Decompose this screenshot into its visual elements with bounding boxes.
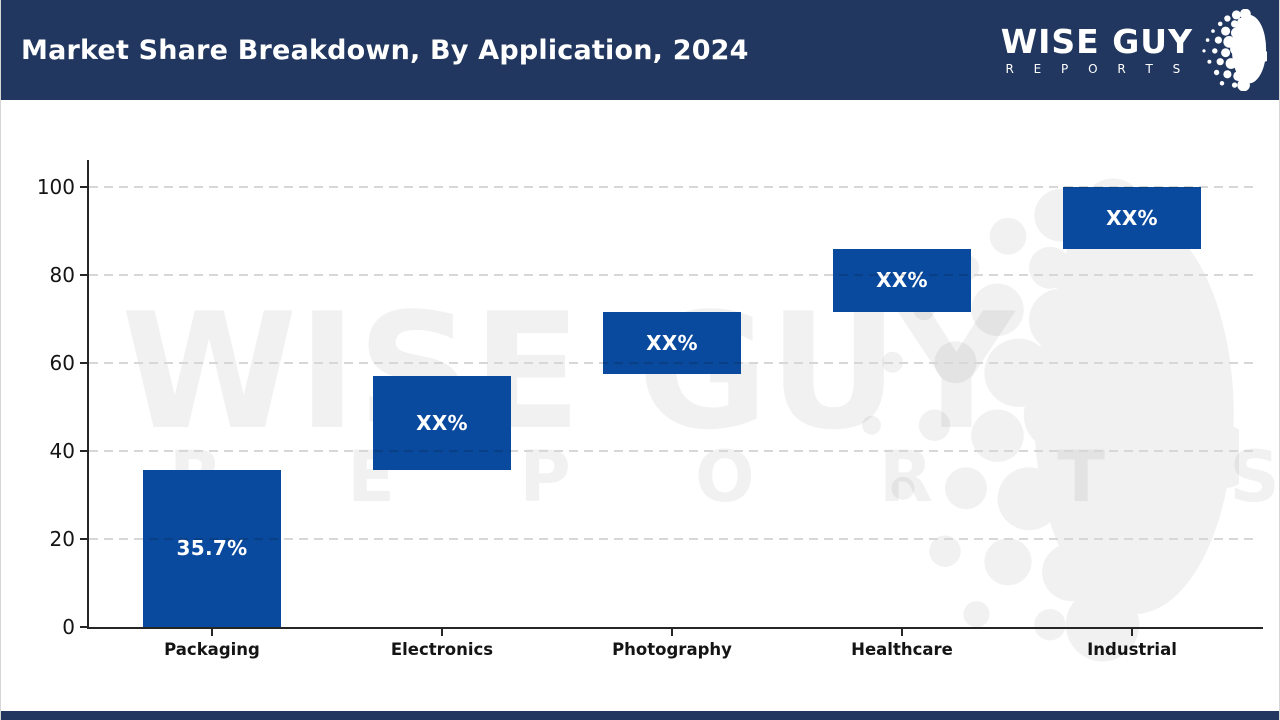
x-axis-line [87,627,1263,629]
gridline [89,538,1254,540]
brand-logo: WISE GUY R E P O R T S [1001,9,1267,91]
gridline [89,362,1254,364]
x-tick-mark [211,629,213,636]
bar-value-label: XX% [1106,205,1158,230]
x-tick-mark [441,629,443,636]
y-tick-label: 40 [49,439,75,463]
bar-packaging: 35.7% [143,469,281,627]
x-category-label: Healthcare [851,640,953,659]
bar-value-label: XX% [876,268,928,293]
x-tick-mark [671,629,673,636]
bar-electronics: XX% [373,376,511,470]
page-title: Market Share Breakdown, By Application, … [21,34,749,66]
x-category-label: Industrial [1087,640,1177,659]
bar-photography: XX% [603,312,741,374]
y-tick-mark [80,362,87,364]
bar-value-label: XX% [416,411,468,436]
y-axis-line [87,160,89,629]
x-tick-mark [1131,629,1133,636]
bar-healthcare: XX% [833,248,971,313]
x-tick-mark [901,629,903,636]
x-category-label: Packaging [164,640,260,659]
app-header: Market Share Breakdown, By Application, … [1,0,1279,100]
brand-subtitle: R E P O R T S [1005,61,1189,76]
dotted-head-icon [1202,9,1267,91]
footer-bar [1,711,1279,720]
x-category-label: Photography [612,640,732,659]
bar-value-label: 35.7% [176,536,248,561]
y-tick-mark [80,450,87,452]
y-tick-label: 80 [49,263,75,287]
y-tick-label: 0 [62,615,75,639]
y-tick-mark [80,274,87,276]
gridline [89,186,1254,188]
bar-value-label: XX% [646,331,698,356]
x-category-label: Electronics [390,640,494,659]
gridline [89,274,1254,276]
gridline [89,450,1254,452]
y-tick-mark [80,186,87,188]
bar-industrial: XX% [1063,187,1201,249]
y-tick-label: 20 [49,527,75,551]
brand-name: WISE GUY [1000,21,1193,61]
y-tick-label: 60 [49,351,75,375]
y-tick-mark [80,538,87,540]
y-tick-mark [80,626,87,628]
y-tick-label: 100 [36,175,75,199]
brand-logo-text: WISE GUY R E P O R T S [1001,25,1193,76]
